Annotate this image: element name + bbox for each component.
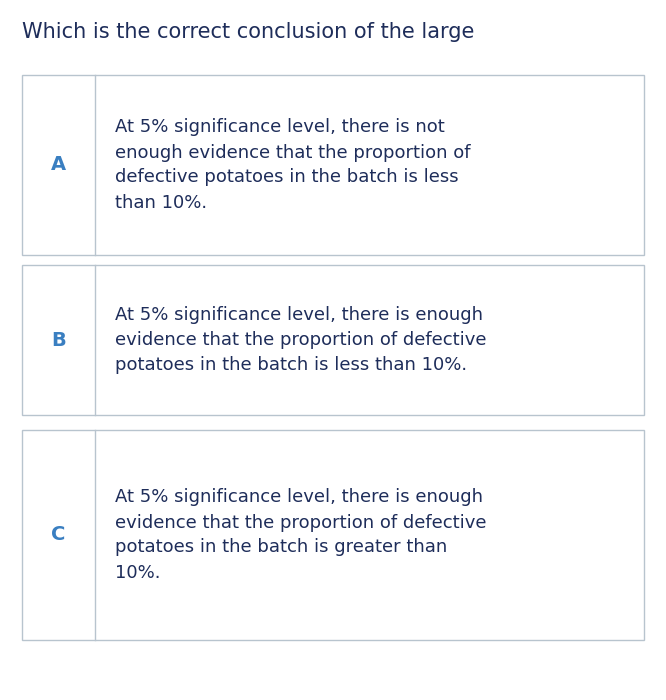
Text: At 5% significance level, there is enough
evidence that the proportion of defect: At 5% significance level, there is enoug… bbox=[115, 489, 486, 582]
Bar bbox=[22, 430, 644, 640]
Text: B: B bbox=[51, 330, 66, 349]
Text: At 5% significance level, there is enough
evidence that the proportion of defect: At 5% significance level, there is enoug… bbox=[115, 306, 486, 374]
Bar bbox=[22, 75, 644, 255]
Text: A: A bbox=[51, 155, 66, 174]
Text: C: C bbox=[51, 526, 66, 545]
Text: Which is the correct conclusion of the large: Which is the correct conclusion of the l… bbox=[22, 22, 474, 42]
Text: At 5% significance level, there is not
enough evidence that the proportion of
de: At 5% significance level, there is not e… bbox=[115, 118, 470, 211]
Bar bbox=[22, 265, 644, 415]
